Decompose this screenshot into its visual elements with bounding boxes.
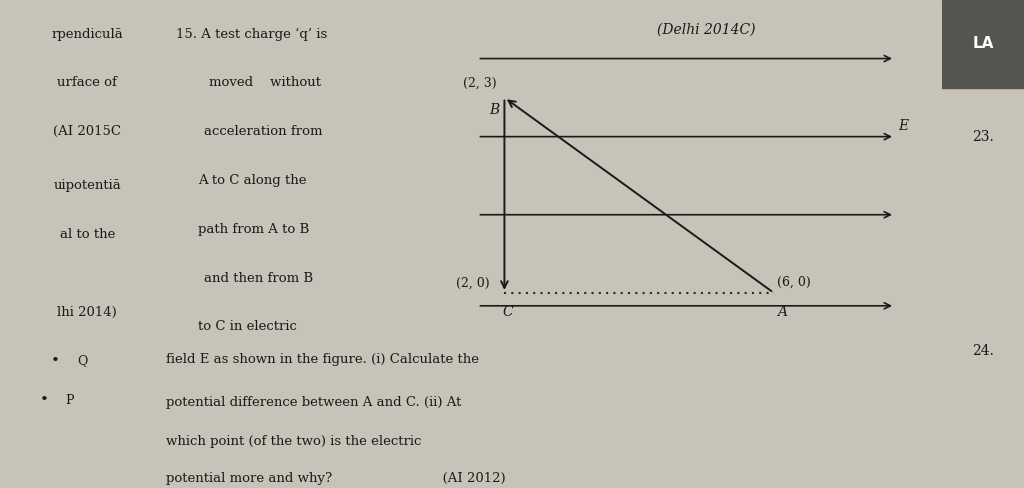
Text: uipotentiā: uipotentiā (53, 179, 121, 192)
Text: which point (of the two) is the electric: which point (of the two) is the electric (166, 435, 422, 447)
Text: E: E (898, 120, 908, 133)
Text: field E as shown in the figure. (i) Calculate the: field E as shown in the figure. (i) Calc… (166, 353, 479, 366)
Text: path from A to B: path from A to B (199, 223, 309, 236)
Text: (2, 3): (2, 3) (463, 77, 497, 90)
Text: P: P (66, 394, 74, 407)
Text: (2, 0): (2, 0) (456, 277, 489, 289)
Text: urface of: urface of (57, 77, 117, 89)
Text: al to the: al to the (59, 228, 115, 241)
Text: (6, 0): (6, 0) (777, 276, 811, 289)
Text: •: • (40, 393, 49, 407)
Text: (AI 2015C: (AI 2015C (53, 125, 121, 138)
Text: A: A (777, 305, 786, 319)
Text: to C in electric: to C in electric (199, 321, 297, 333)
Text: acceleration from: acceleration from (204, 125, 323, 138)
Text: LA: LA (973, 37, 993, 51)
Text: potential more and why?                          (AI 2012): potential more and why? (AI 2012) (166, 472, 506, 485)
Text: and then from B: and then from B (204, 272, 313, 285)
Text: potential difference between A and C. (ii) At: potential difference between A and C. (i… (166, 396, 462, 408)
Text: •: • (51, 354, 60, 368)
Text: 24.: 24. (972, 345, 994, 358)
Text: (Delhi 2014C): (Delhi 2014C) (657, 23, 756, 37)
Text: A to C along the: A to C along the (199, 174, 306, 187)
Text: 23.: 23. (972, 130, 994, 143)
Text: rpendiculā: rpendiculā (51, 28, 123, 41)
Text: lhi 2014): lhi 2014) (57, 306, 117, 319)
Text: Q: Q (78, 355, 88, 367)
Text: 15. A test charge ‘q’ is: 15. A test charge ‘q’ is (176, 27, 327, 41)
Text: B: B (488, 103, 499, 117)
Bar (942, 0, 1024, 88)
Text: moved    without: moved without (210, 77, 322, 89)
Text: C: C (503, 305, 513, 319)
